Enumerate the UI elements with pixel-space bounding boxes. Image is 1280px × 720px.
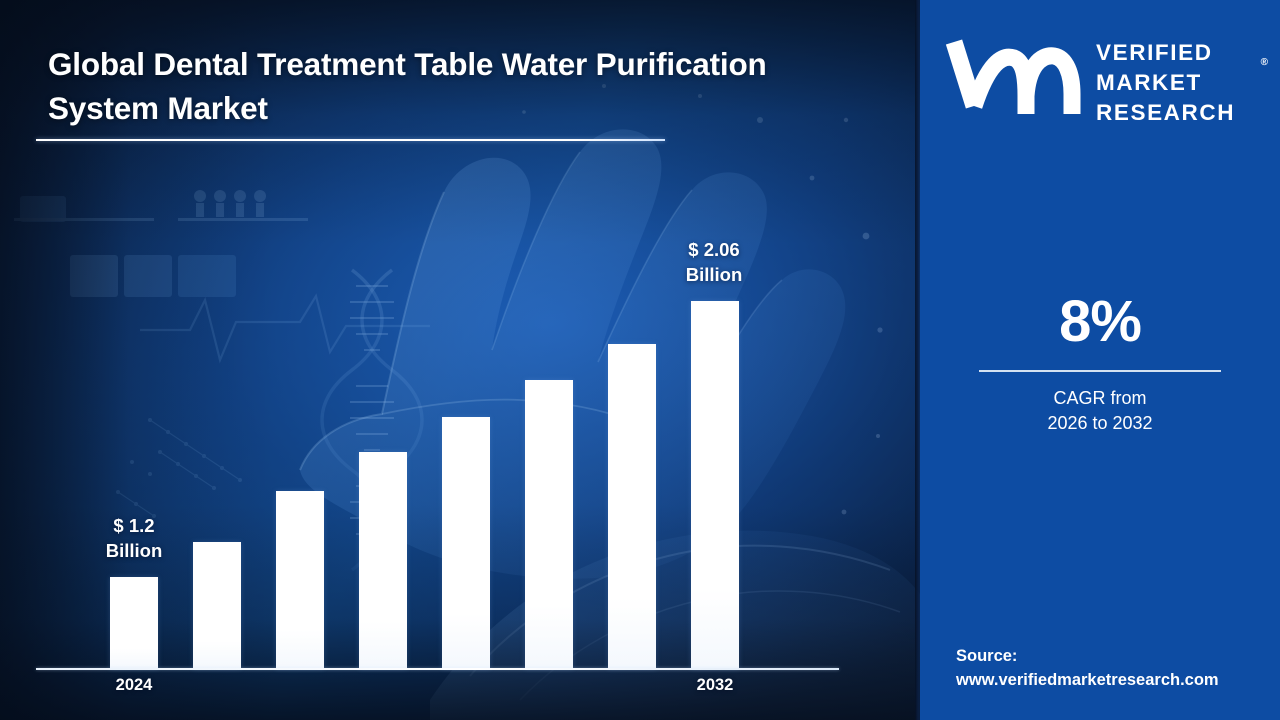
source-label: Source: (956, 647, 1018, 665)
brand-panel: VERIFIED MARKET RESEARCH ® 8% CAGR from … (920, 0, 1280, 720)
bar-2027[interactable] (359, 452, 407, 669)
x-axis-line (36, 668, 839, 670)
first-bar-value-label: $ 1.2 Billion (105, 515, 163, 561)
chart-panel: Global Dental Treatment Table Water Puri… (0, 0, 920, 720)
bar-2028[interactable] (442, 417, 490, 669)
bar-2026[interactable] (276, 491, 324, 669)
x-tick-2032: 2032 (696, 676, 734, 694)
cagr-caption: CAGR from 2026 to 2032 (1047, 387, 1153, 433)
page-title: Global Dental Treatment Table Water Puri… (48, 46, 767, 126)
bar-2024[interactable] (110, 577, 158, 669)
source-url[interactable]: www.verifiedmarketresearch.com (956, 671, 1219, 689)
cagr-value: 8% (1059, 289, 1142, 354)
bar-2030[interactable] (608, 344, 656, 669)
source-block: Source: www.verifiedmarketresearch.com (956, 644, 1266, 692)
x-tick-2024: 2024 (115, 676, 153, 694)
bar-2025[interactable] (193, 542, 241, 669)
title-block: Global Dental Treatment Table Water Puri… (36, 42, 778, 141)
brand-word-research: RESEARCH (1096, 100, 1236, 125)
registered-trademark-icon: ® (1260, 57, 1268, 68)
last-bar-value-label: $ 2.06 Billion (685, 239, 743, 285)
bar-2029[interactable] (525, 380, 573, 669)
brand-logo[interactable]: VERIFIED MARKET RESEARCH ® (944, 22, 1268, 138)
cagr-divider (979, 370, 1221, 372)
brand-wordmark: VERIFIED MARKET RESEARCH ® (1096, 38, 1268, 128)
cagr-block: 8% CAGR from 2026 to 2032 (920, 290, 1280, 436)
title-underline (36, 139, 665, 141)
bar-chart: $ 1.2 Billion $ 2.06 Billion 2024 2032 (36, 239, 839, 694)
panel-divider (915, 0, 921, 720)
bar-2032[interactable] (691, 301, 739, 669)
brand-word-market: MARKET (1096, 70, 1202, 95)
vmr-monogram-icon (944, 34, 1084, 125)
brand-word-verified: VERIFIED (1096, 40, 1213, 65)
